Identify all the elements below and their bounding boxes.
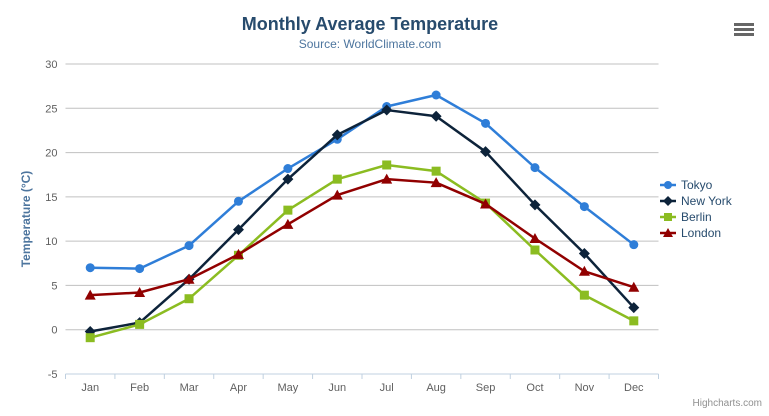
hamburger-bar bbox=[734, 27, 754, 31]
legend-item-new-york[interactable]: New York bbox=[660, 193, 732, 209]
series-point-new-york[interactable] bbox=[232, 224, 244, 236]
series-point-berlin[interactable] bbox=[184, 294, 194, 304]
legend-label-berlin: Berlin bbox=[681, 210, 712, 224]
series-point-new-york[interactable] bbox=[331, 129, 343, 141]
legend-marker-shape[interactable] bbox=[663, 228, 673, 237]
series-point-london[interactable] bbox=[430, 177, 442, 188]
series-point-london[interactable] bbox=[529, 232, 541, 243]
series-point-tokyo[interactable] bbox=[233, 196, 243, 206]
series-point-london[interactable] bbox=[183, 273, 195, 284]
series-point-london[interactable] bbox=[84, 289, 96, 300]
x-axis-tick-label: Sep bbox=[476, 382, 496, 394]
new-york-legend-marker bbox=[660, 196, 676, 206]
series-line-berlin bbox=[88, 163, 636, 339]
chart-subtitle: Source: WorldClimate.com bbox=[298, 37, 442, 51]
hamburger-bar bbox=[734, 22, 754, 26]
series-point-tokyo[interactable] bbox=[184, 241, 194, 251]
x-axis-tick-label: Apr bbox=[230, 382, 247, 394]
legend-marker-shape[interactable] bbox=[663, 196, 673, 206]
series-point-london[interactable] bbox=[134, 287, 146, 298]
legend-label-london: London bbox=[681, 226, 722, 240]
series-point-tokyo[interactable] bbox=[579, 202, 589, 212]
series-point-new-york[interactable] bbox=[628, 302, 640, 314]
series-point-new-york[interactable] bbox=[381, 104, 393, 116]
series-point-tokyo[interactable] bbox=[283, 164, 293, 174]
x-axis-tick-label: Mar bbox=[180, 382, 199, 394]
series-point-berlin[interactable] bbox=[135, 319, 145, 329]
series-point-london[interactable] bbox=[578, 265, 590, 276]
legend: Tokyo New York Berlin London bbox=[660, 177, 732, 241]
legend-marker-shape[interactable] bbox=[664, 181, 672, 189]
y-axis-title: Temperature (°C) bbox=[19, 171, 33, 268]
x-axis-tick-label: Aug bbox=[426, 382, 446, 394]
series-point-tokyo[interactable] bbox=[481, 118, 491, 128]
x-axis-tick-label: Jul bbox=[380, 382, 394, 394]
y-axis-tick-label: 0 bbox=[51, 325, 57, 337]
y-axis-tick-label: 15 bbox=[45, 192, 57, 204]
series-point-london[interactable] bbox=[480, 198, 492, 209]
tokyo-legend-marker bbox=[660, 181, 676, 189]
x-axis-tick-label: May bbox=[277, 382, 298, 394]
series-point-tokyo[interactable] bbox=[85, 263, 95, 273]
series-point-london[interactable] bbox=[381, 173, 393, 184]
y-axis-tick-label: -5 bbox=[48, 369, 58, 381]
series-point-tokyo[interactable] bbox=[431, 90, 441, 100]
legend-item-berlin[interactable]: Berlin bbox=[660, 209, 732, 225]
series-line-new-york bbox=[88, 108, 636, 333]
legend-item-london[interactable]: London bbox=[660, 225, 732, 241]
series-point-berlin[interactable] bbox=[283, 205, 293, 215]
y-axis-tick-label: 25 bbox=[45, 103, 57, 115]
legend-label-new-york: New York bbox=[681, 194, 732, 208]
x-axis-tick-label: Oct bbox=[526, 382, 543, 394]
hamburger-menu-icon[interactable] bbox=[731, 19, 757, 39]
y-axis-tick-label: 20 bbox=[45, 148, 57, 160]
series-point-new-york[interactable] bbox=[480, 146, 492, 158]
y-axis-tick-label: 5 bbox=[51, 280, 57, 292]
series-point-new-york[interactable] bbox=[282, 173, 294, 185]
series-point-tokyo[interactable] bbox=[629, 240, 639, 250]
series-point-new-york[interactable] bbox=[578, 248, 590, 260]
series-line-tokyo bbox=[88, 93, 636, 270]
legend-item-tokyo[interactable]: Tokyo bbox=[660, 177, 732, 193]
series-point-new-york[interactable] bbox=[529, 199, 541, 211]
series-point-berlin[interactable] bbox=[431, 166, 441, 176]
legend-marker-shape[interactable] bbox=[664, 213, 672, 221]
series-point-tokyo[interactable] bbox=[135, 264, 145, 274]
x-axis-tick-label: Nov bbox=[575, 382, 595, 394]
y-axis-tick-label: 30 bbox=[45, 59, 57, 71]
legend-label-tokyo: Tokyo bbox=[681, 178, 713, 192]
x-axis-tick-label: Feb bbox=[130, 382, 149, 394]
hamburger-bar bbox=[734, 32, 754, 36]
series-point-london[interactable] bbox=[232, 248, 244, 259]
x-axis-tick-label: Jan bbox=[81, 382, 99, 394]
series-point-berlin[interactable] bbox=[382, 160, 392, 170]
x-axis-tick-label: Dec bbox=[624, 382, 644, 394]
london-legend-marker bbox=[660, 228, 676, 237]
series-point-tokyo[interactable] bbox=[530, 163, 540, 173]
series-line-london bbox=[88, 177, 636, 297]
series-point-london[interactable] bbox=[628, 281, 640, 292]
y-axis-tick-label: 10 bbox=[45, 236, 57, 248]
series-point-new-york[interactable] bbox=[430, 110, 442, 122]
highcharts-credit[interactable]: Highcharts.com bbox=[692, 398, 762, 409]
x-axis-tick-label: Jun bbox=[328, 382, 346, 394]
series-point-berlin[interactable] bbox=[332, 174, 342, 184]
series-point-london[interactable] bbox=[331, 189, 343, 200]
chart-title: Monthly Average Temperature bbox=[241, 14, 499, 34]
series-point-berlin[interactable] bbox=[85, 333, 95, 343]
series-point-berlin[interactable] bbox=[629, 316, 639, 326]
berlin-legend-marker bbox=[660, 213, 676, 221]
series-point-london[interactable] bbox=[282, 218, 294, 229]
series-point-berlin[interactable] bbox=[579, 290, 589, 300]
series-point-berlin[interactable] bbox=[530, 245, 540, 255]
